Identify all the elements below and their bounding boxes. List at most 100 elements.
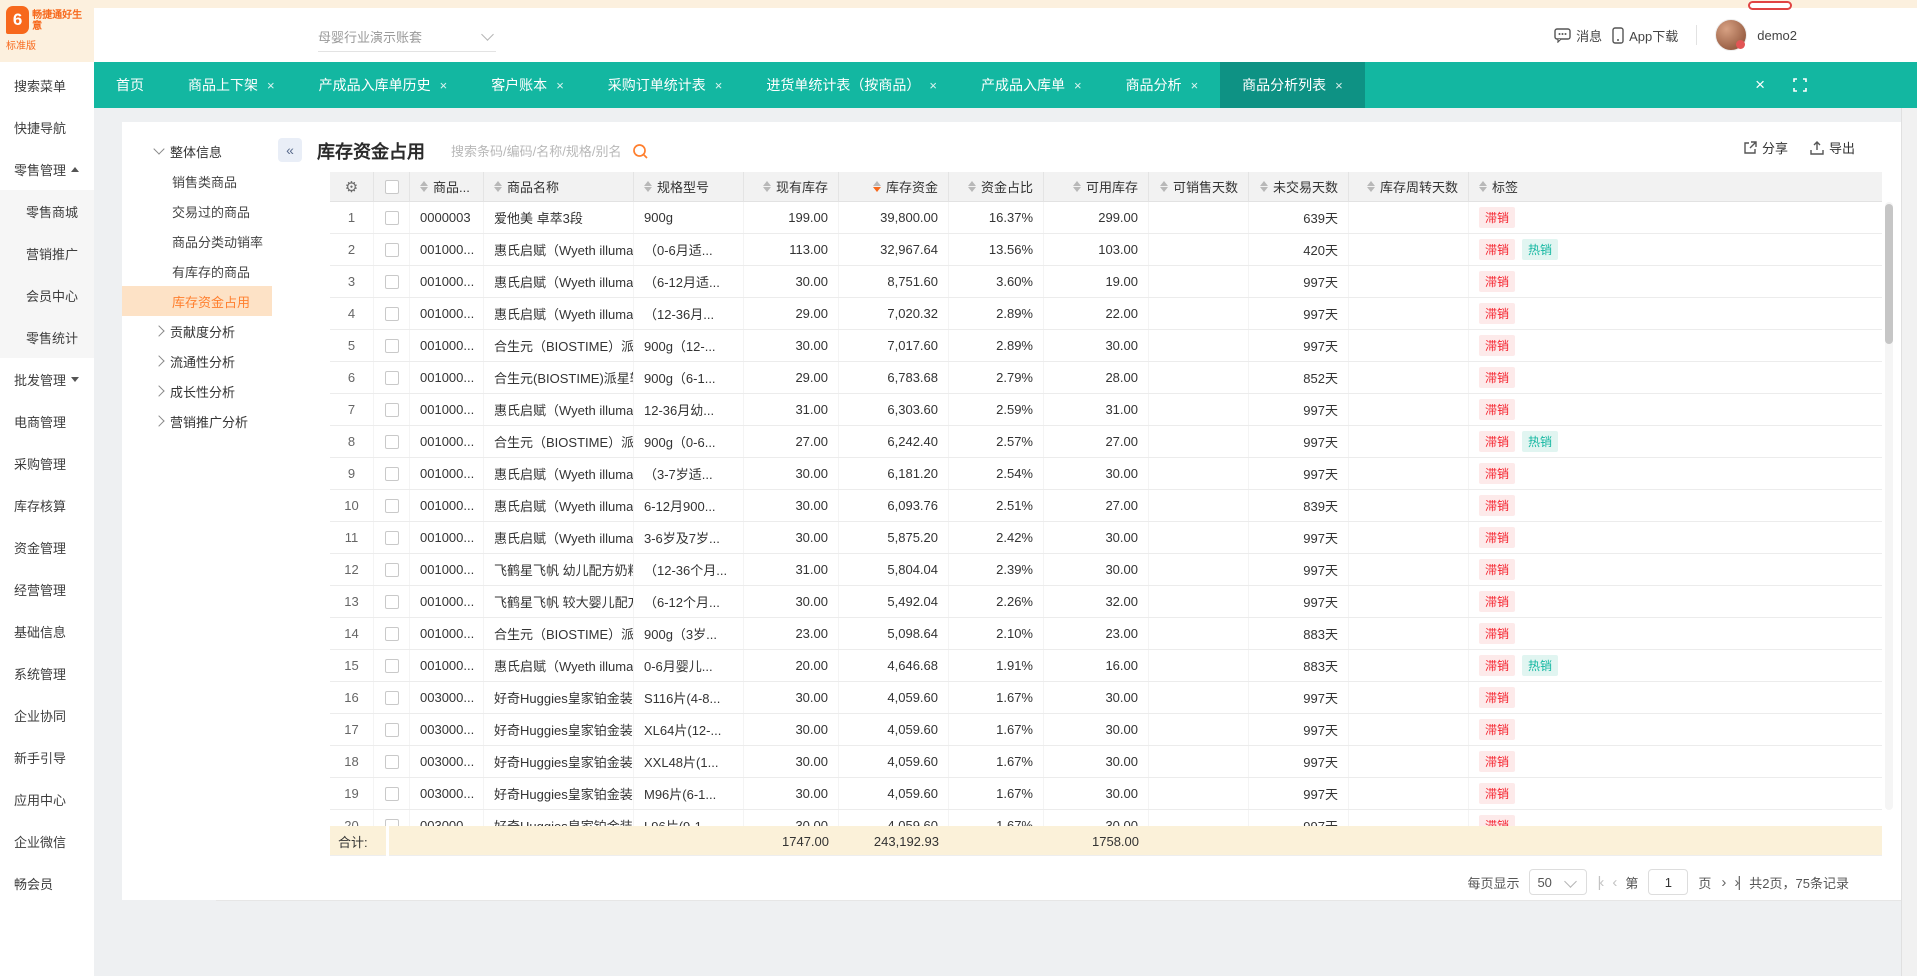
row-checkbox[interactable]: [384, 370, 399, 385]
row-checkbox[interactable]: [384, 434, 399, 449]
row-checkbox[interactable]: [384, 658, 399, 673]
sidebar-item-16[interactable]: 企业协同: [14, 708, 67, 724]
scrollbar-thumb[interactable]: [1885, 204, 1893, 344]
sort-icon[interactable]: [1366, 181, 1375, 192]
sidebar-item-19[interactable]: 企业微信: [14, 834, 67, 850]
tab-7[interactable]: 产成品入库单 ×: [959, 62, 1104, 108]
export-button[interactable]: 导出: [1810, 138, 1855, 157]
tab-9[interactable]: 商品分析列表 ×: [1220, 62, 1365, 108]
sidebar-item-20[interactable]: 畅会员: [14, 876, 54, 892]
report-nav-group-7[interactable]: 贡献度分析: [122, 316, 272, 346]
tab-5[interactable]: 采购订单统计表 ×: [586, 62, 745, 108]
tab-1[interactable]: 首页: [94, 62, 166, 108]
sidebar-item-17[interactable]: 新手引导: [14, 750, 67, 766]
sidebar-item-9[interactable]: 电商管理: [14, 414, 67, 430]
sort-icon[interactable]: [1072, 181, 1081, 192]
tab-6[interactable]: 进货单统计表（按商品） ×: [744, 62, 959, 108]
next-page-button[interactable]: ›: [1721, 873, 1726, 891]
row-checkbox[interactable]: [384, 466, 399, 481]
sidebar-item-7[interactable]: 零售统计: [0, 316, 94, 358]
collapse-sidebar-button[interactable]: «: [278, 138, 302, 162]
sort-icon[interactable]: [872, 181, 881, 192]
row-checkbox[interactable]: [384, 754, 399, 769]
sidebar-item-15[interactable]: 系统管理: [14, 666, 67, 682]
report-nav-item-4[interactable]: 商品分类动销率: [172, 234, 264, 250]
report-nav-group-1[interactable]: 整体信息: [122, 136, 272, 166]
row-checkbox[interactable]: [384, 402, 399, 417]
close-icon[interactable]: ×: [556, 77, 564, 93]
avatar[interactable]: [1715, 19, 1748, 51]
row-checkbox[interactable]: [384, 626, 399, 641]
fullscreen-icon[interactable]: [1793, 78, 1807, 92]
report-nav-item-6[interactable]: 库存资金占用: [122, 286, 272, 316]
tab-8[interactable]: 商品分析 ×: [1104, 62, 1221, 108]
sort-icon[interactable]: [967, 181, 976, 192]
account-select[interactable]: 母婴行业演示账套: [318, 22, 496, 52]
sidebar-item-12[interactable]: 资金管理: [14, 540, 67, 556]
sidebar-item-5[interactable]: 营销推广: [0, 232, 94, 274]
row-checkbox[interactable]: [384, 242, 399, 257]
close-icon[interactable]: ×: [714, 77, 723, 93]
close-icon[interactable]: ×: [1335, 77, 1343, 93]
sidebar-item-11[interactable]: 库存核算: [14, 498, 67, 514]
tab-4[interactable]: 客户账本 ×: [469, 62, 586, 108]
row-checkbox[interactable]: [384, 210, 399, 225]
prev-page-button[interactable]: ‹: [1612, 873, 1617, 891]
sort-icon[interactable]: [1479, 181, 1487, 192]
close-icon[interactable]: ×: [439, 77, 448, 93]
sort-icon[interactable]: [1259, 181, 1268, 192]
sort-icon[interactable]: [1159, 181, 1168, 192]
row-checkbox[interactable]: [384, 722, 399, 737]
close-icon[interactable]: ×: [1755, 75, 1765, 94]
sort-icon[interactable]: [762, 181, 771, 192]
row-checkbox[interactable]: [384, 786, 399, 801]
sort-icon[interactable]: [644, 181, 652, 192]
gear-icon[interactable]: ⚙: [344, 178, 359, 196]
sidebar-item-2[interactable]: 快捷导航: [14, 120, 67, 136]
report-nav-item-2[interactable]: 销售类商品: [172, 174, 238, 190]
close-icon[interactable]: ×: [267, 77, 275, 93]
report-nav-group-8[interactable]: 流通性分析: [122, 346, 272, 376]
sidebar-item-14[interactable]: 基础信息: [14, 624, 67, 640]
close-icon[interactable]: ×: [929, 77, 937, 93]
window-scrollbar[interactable]: [1901, 62, 1917, 976]
table-scrollbar[interactable]: [1885, 202, 1893, 810]
report-nav-item-5[interactable]: 有库存的商品: [172, 264, 251, 280]
row-checkbox[interactable]: [384, 338, 399, 353]
share-button[interactable]: 分享: [1743, 138, 1788, 157]
report-nav-group-10[interactable]: 营销推广分析: [122, 406, 272, 436]
sidebar-item-8[interactable]: 批发管理: [0, 358, 94, 400]
close-icon[interactable]: ×: [1190, 77, 1199, 93]
row-checkbox[interactable]: [384, 274, 399, 289]
sidebar-item-18[interactable]: 应用中心: [14, 792, 67, 808]
sidebar-item-1[interactable]: 搜索菜单: [14, 78, 67, 94]
sidebar-item-3[interactable]: 零售管理: [0, 148, 94, 190]
row-checkbox[interactable]: [384, 562, 399, 577]
select-all-checkbox[interactable]: [384, 179, 399, 194]
row-checkbox[interactable]: [384, 594, 399, 609]
last-page-button[interactable]: ›|: [1734, 873, 1741, 891]
sidebar-item-6[interactable]: 会员中心: [0, 274, 94, 316]
row-checkbox[interactable]: [384, 498, 399, 513]
per-page-select[interactable]: 50: [1529, 869, 1588, 895]
first-page-button[interactable]: |‹: [1597, 873, 1604, 891]
search-icon[interactable]: [632, 143, 649, 160]
tab-3[interactable]: 产成品入库单历史 ×: [297, 62, 470, 108]
row-checkbox[interactable]: [384, 530, 399, 545]
row-checkbox[interactable]: [384, 818, 399, 826]
sidebar-item-4[interactable]: 零售商城: [0, 190, 94, 232]
search-input[interactable]: [451, 143, 626, 159]
sidebar-item-10[interactable]: 采购管理: [14, 456, 67, 472]
tab-2[interactable]: 商品上下架 ×: [166, 62, 297, 108]
close-icon[interactable]: ×: [1073, 77, 1082, 93]
row-checkbox[interactable]: [384, 306, 399, 321]
report-nav-item-3[interactable]: 交易过的商品: [172, 204, 251, 220]
logo[interactable]: 6 畅捷通好生意 标准版: [0, 0, 94, 62]
sort-icon[interactable]: [420, 181, 428, 192]
sidebar-item-13[interactable]: 经营管理: [14, 582, 67, 598]
app-download-button[interactable]: App下载: [1612, 26, 1678, 45]
page-input[interactable]: [1648, 869, 1689, 895]
messages-button[interactable]: 消息: [1554, 26, 1602, 45]
report-nav-group-9[interactable]: 成长性分析: [122, 376, 272, 406]
sort-icon[interactable]: [494, 181, 502, 192]
